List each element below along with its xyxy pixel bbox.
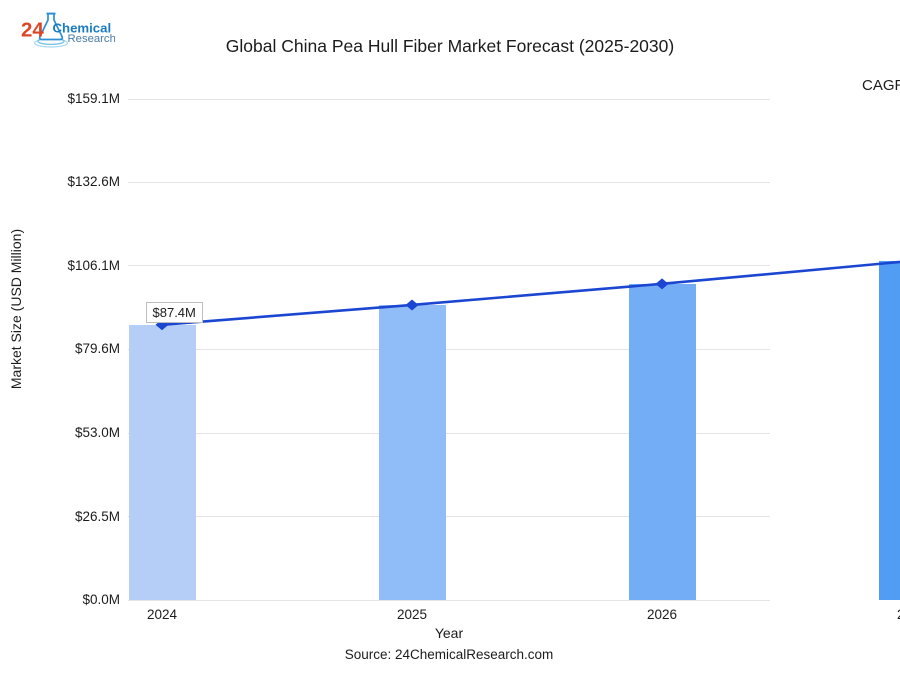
- chart-title: Global China Pea Hull Fiber Market Forec…: [225, 36, 675, 56]
- y-axis-tick-label: $79.6M: [74, 341, 120, 357]
- gridline: [128, 516, 770, 518]
- x-axis-tick-label-2027: 2027: [882, 606, 900, 624]
- gridline: [128, 265, 770, 267]
- y-axis-tick-label: $53.0M: [74, 425, 120, 441]
- y-axis-tick-label: $106.1M: [67, 257, 120, 273]
- value-label: $87.4M: [145, 302, 203, 324]
- y-axis-tick-label: $0.0M: [82, 592, 120, 607]
- x-axis-title: Year: [434, 625, 464, 641]
- x-axis-line: [128, 599, 770, 601]
- bar-2027[interactable]: [878, 260, 900, 600]
- x-axis-tick-label-2024: 2024: [146, 607, 178, 622]
- logo-name-top: Chemical: [53, 21, 112, 36]
- gridline: [128, 98, 770, 100]
- x-axis-tick-label-2026: 2026: [646, 607, 678, 622]
- y-axis-tick-label: $159.1M: [67, 91, 120, 106]
- bar-2025[interactable]: [378, 304, 446, 600]
- gridline: [128, 432, 770, 434]
- source-caption: Source: 24ChemicalResearch.com: [344, 647, 554, 662]
- flask-logo-icon: 24 Chemical Research: [21, 12, 116, 48]
- y-axis-tick-label: $132.6M: [67, 174, 120, 190]
- brand-logo: 24 Chemical Research: [20, 6, 116, 48]
- cagr-label: CAGR: [862, 77, 900, 94]
- gridline: [128, 348, 770, 350]
- y-axis-tick-label: $26.5M: [74, 508, 120, 524]
- y-axis-title: Market Size (USD Million): [8, 228, 24, 390]
- x-axis-tick-label-2025: 2025: [396, 607, 428, 622]
- gridline: [128, 181, 770, 183]
- bar-2026[interactable]: [628, 283, 696, 600]
- trend-line: [161, 260, 900, 327]
- logo-name-bottom: Research: [68, 33, 116, 45]
- logo-number: 24: [21, 19, 44, 42]
- bar-2024[interactable]: [128, 324, 196, 600]
